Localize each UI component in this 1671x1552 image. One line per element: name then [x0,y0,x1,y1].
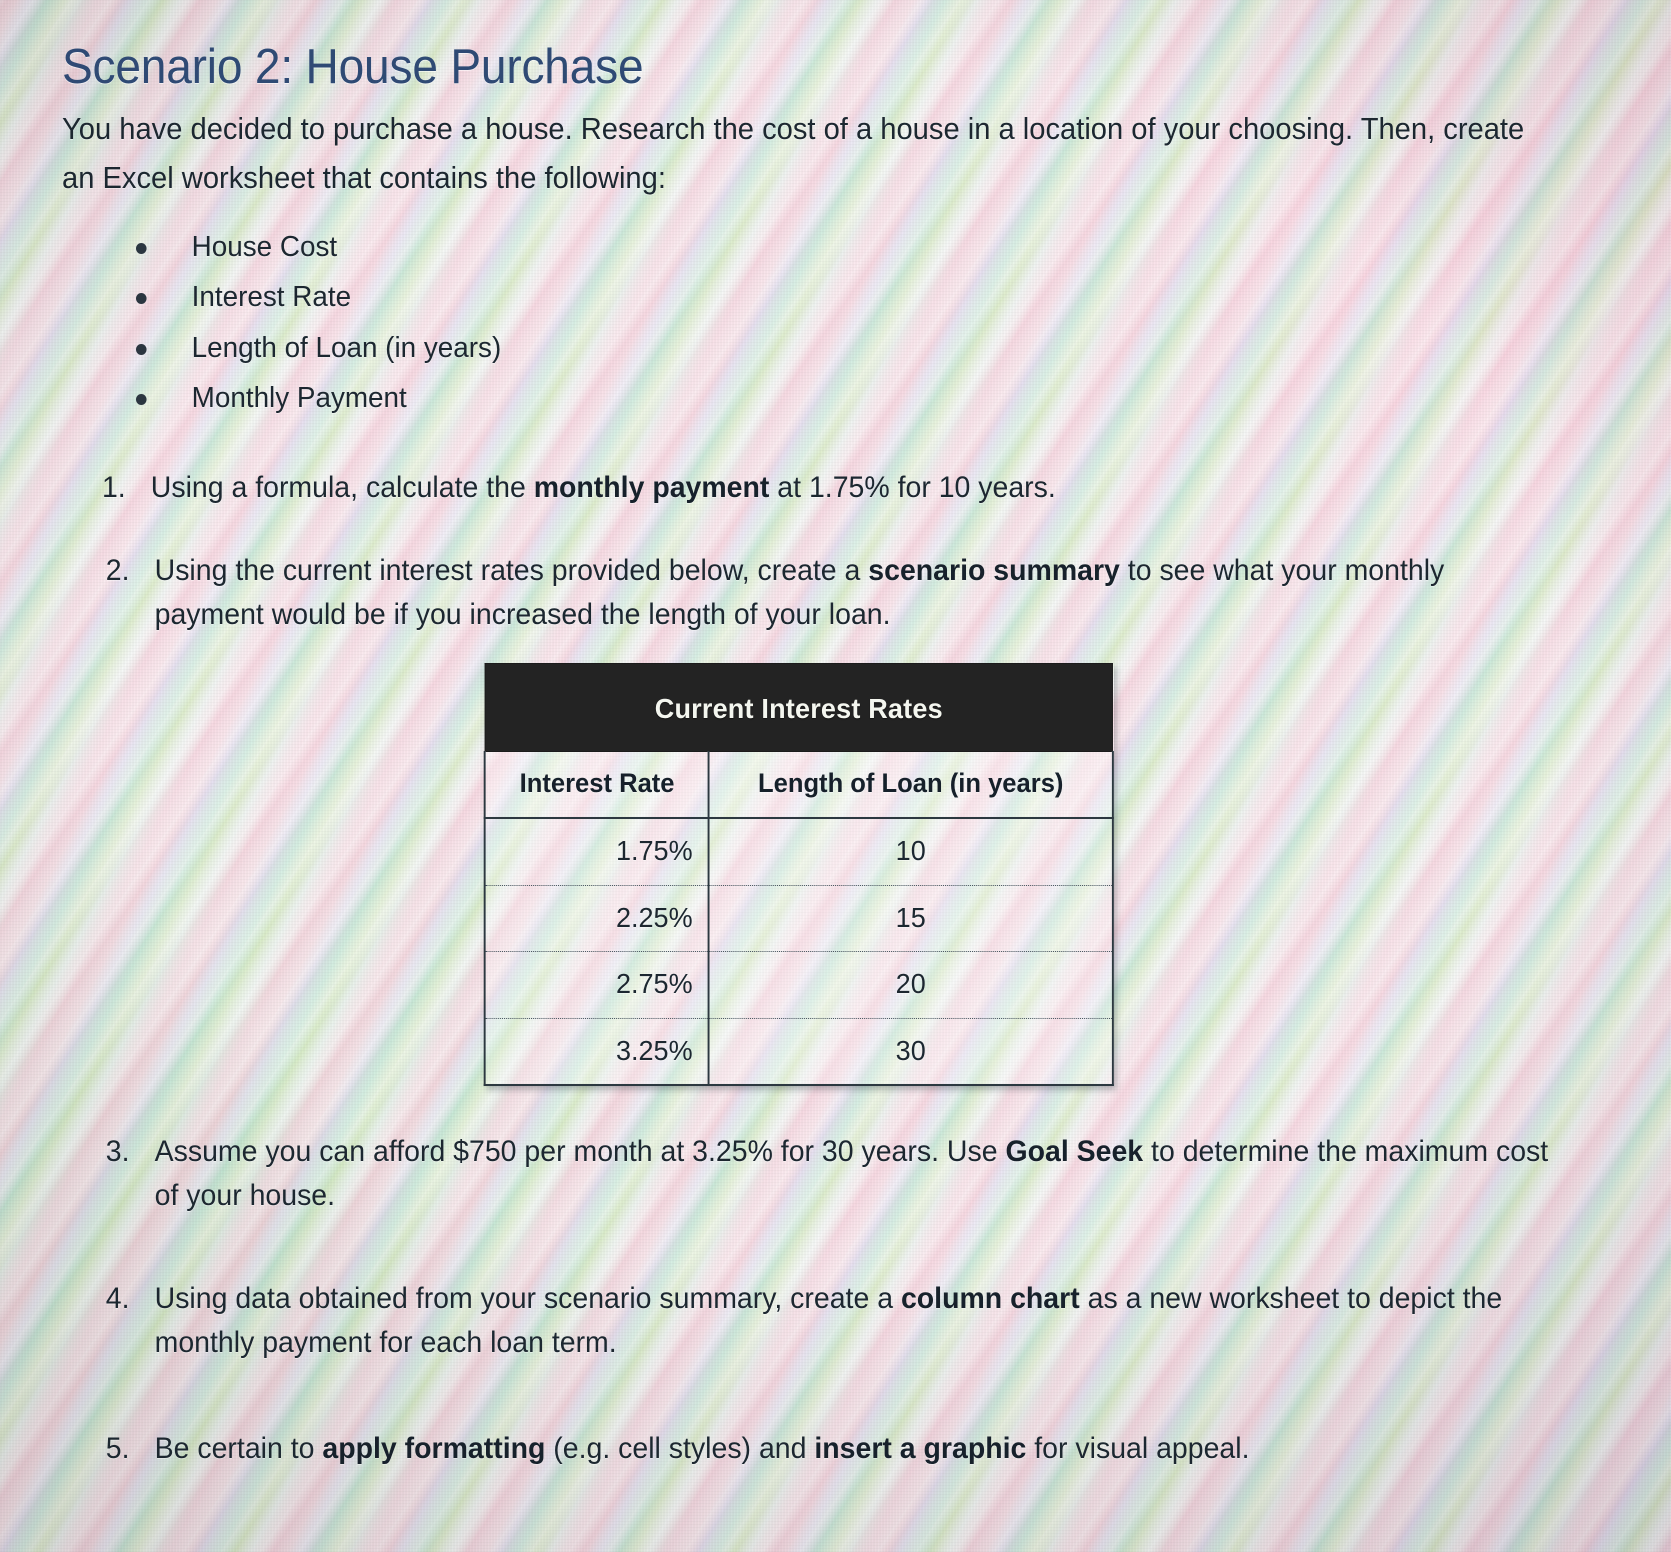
cell-length-of-loan: 15 [708,885,1114,953]
column-header-interest-rate: Interest Rate [484,751,710,820]
step-item-5: 5. Be certain to apply formatting (e.g. … [62,1427,1553,1471]
table-title: Current Interest Rates [484,662,1113,752]
bullet-label: Monthly Payment [191,382,407,415]
table-header-row: Interest Rate Length of Loan (in years) [484,751,1114,820]
cell-interest-rate: 2.25% [484,885,710,953]
assignment-steps-list: 1. Using a formula, calculate the monthl… [62,466,1607,1471]
step-number: 3. [105,1134,130,1168]
step-number: 2. [105,554,130,588]
cell-interest-rate: 3.25% [484,1018,710,1086]
bullet-label: Length of Loan (in years) [191,331,502,364]
list-item: House Cost [136,222,1548,272]
step-number: 4. [105,1282,130,1316]
intro-paragraph: You have decided to purchase a house. Re… [62,105,1537,204]
step-text: Be certain to apply formatting (e.g. cel… [154,1431,1250,1465]
list-item: Length of Loan (in years) [136,323,1548,373]
cell-length-of-loan: 30 [708,1018,1114,1086]
bullet-dot-icon [136,343,147,355]
table-row: 2.25% 15 [484,885,1114,953]
intro-line-1: You have decided to purchase a house. Re… [62,111,1354,146]
bullet-label: Interest Rate [191,281,352,314]
cell-length-of-loan: 20 [708,951,1114,1019]
column-header-length-of-loan: Length of Loan (in years) [708,751,1114,820]
step-text: Using a formula, calculate the monthly p… [150,470,1056,504]
step-number: 1. [101,470,126,504]
table-row: 1.75% 10 [484,818,1114,886]
bullet-dot-icon [136,293,147,305]
rates-table-container: Current Interest Rates Interest Rate Len… [62,662,1553,1086]
cell-length-of-loan: 10 [708,818,1114,886]
step-item-4: 4. Using data obtained from your scenari… [62,1277,1553,1364]
worksheet-contents-list: House Cost Interest Rate Length of Loan … [62,222,1607,424]
assignment-document: Scenario 2: House Purchase You have deci… [62,42,1607,1470]
table-row: 2.75% 20 [484,951,1114,1019]
bullet-dot-icon [136,394,147,406]
table-body: 1.75% 10 2.25% 15 2.75% 20 [484,818,1114,1086]
list-item: Monthly Payment [136,373,1548,423]
intro-line-2: Then, create an Excel worksheet that con… [62,111,1525,196]
bullet-dot-icon [136,242,147,254]
step-text: Using the current interest rates provide… [154,554,1445,631]
table-title-row: Current Interest Rates [484,662,1113,752]
step-text: Using data obtained from your scenario s… [154,1282,1503,1359]
step-number: 5. [105,1431,130,1465]
step-item-1: 1. Using a formula, calculate the monthl… [62,466,1553,510]
page-title: Scenario 2: House Purchase [62,40,644,94]
current-interest-rates-table: Current Interest Rates Interest Rate Len… [484,662,1114,1086]
list-item: Interest Rate [136,272,1548,322]
step-text: Assume you can afford $750 per month at … [154,1134,1549,1212]
cell-interest-rate: 1.75% [484,818,710,886]
step-item-2: 2. Using the current interest rates prov… [62,549,1553,636]
cell-interest-rate: 2.75% [484,951,710,1019]
step-item-3: 3. Assume you can afford $750 per month … [62,1130,1553,1217]
bullet-label: House Cost [191,230,338,263]
table-row: 3.25% 30 [484,1018,1114,1086]
